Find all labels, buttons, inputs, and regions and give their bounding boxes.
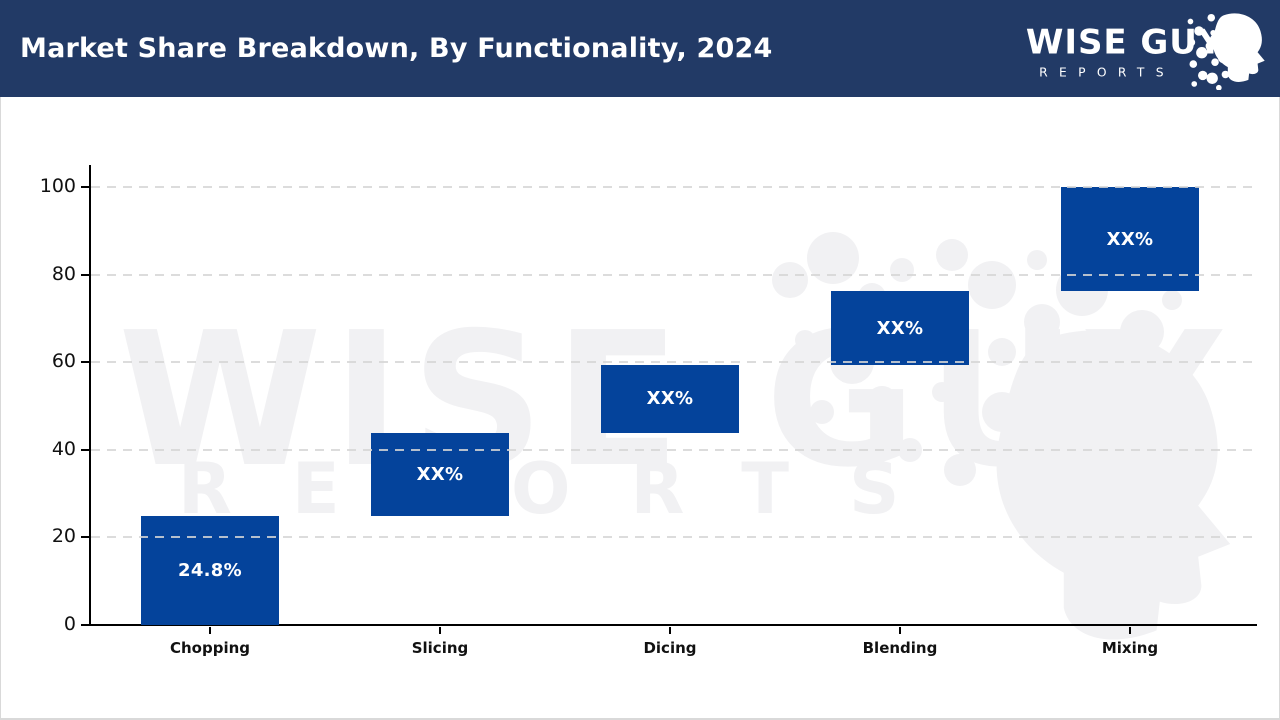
bar-blending: XX% <box>831 291 969 365</box>
bar-mixing: XX% <box>1061 187 1199 292</box>
x-axis-label-dicing: Dicing <box>643 639 697 657</box>
x-tick-blending <box>899 627 901 634</box>
y-tick-label-20: 20 <box>51 525 76 548</box>
y-tick-label-40: 40 <box>51 437 76 460</box>
bar-value-label: XX% <box>416 464 464 486</box>
y-tick-label-60: 60 <box>51 350 76 373</box>
y-tick-100 <box>81 186 89 188</box>
bar-value-label: XX% <box>876 317 924 339</box>
bar-chopping: 24.8% <box>141 516 279 625</box>
gridline-80 <box>91 273 1257 276</box>
bar-dicing: XX% <box>601 364 739 434</box>
x-tick-dicing <box>669 627 671 634</box>
y-tick-40 <box>81 448 89 451</box>
bar-value-label: XX% <box>1106 228 1154 250</box>
x-tick-slicing <box>439 627 441 634</box>
bar-value-label: XX% <box>646 388 694 410</box>
logo-face-dots-icon <box>1187 13 1265 90</box>
gridline-20 <box>91 536 1257 539</box>
page-title: Market Share Breakdown, By Functionality… <box>20 33 773 64</box>
wise-guy-logo: WISE GUY REPORTS <box>1026 13 1265 90</box>
x-axis-label-blending: Blending <box>862 639 938 657</box>
y-tick-80 <box>81 273 89 276</box>
gridline-40 <box>91 448 1257 451</box>
bar-value-label: 24.8% <box>178 560 242 582</box>
watermark-reports: REPORTS <box>178 448 960 530</box>
logo-reports-text: REPORTS <box>1039 65 1175 79</box>
gridline-100 <box>91 186 1257 188</box>
y-tick-label-0: 0 <box>63 613 76 635</box>
y-tick-20 <box>81 536 89 539</box>
x-axis-line <box>88 624 1257 626</box>
y-tick-label-80: 80 <box>51 262 76 285</box>
y-tick-60 <box>81 361 89 364</box>
y-tick-0 <box>81 624 89 626</box>
x-axis-label-mixing: Mixing <box>1101 639 1159 657</box>
gridline-60 <box>91 361 1257 364</box>
y-axis-line <box>89 165 91 626</box>
bar-slicing: XX% <box>371 433 509 517</box>
header-bar: Market Share Breakdown, By Functionality… <box>0 0 1280 97</box>
x-tick-mixing <box>1129 627 1131 634</box>
x-tick-chopping <box>209 627 211 634</box>
y-tick-label-100: 100 <box>39 175 76 197</box>
x-axis-label-slicing: Slicing <box>411 639 469 657</box>
x-axis-label-chopping: Chopping <box>169 639 251 657</box>
